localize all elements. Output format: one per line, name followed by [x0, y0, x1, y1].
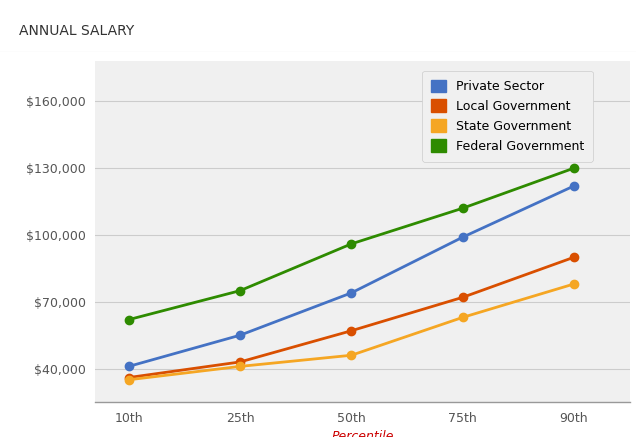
Local Government: [237, 359, 244, 364]
Local Government: [125, 375, 132, 380]
Local Government: [459, 295, 467, 300]
Federal Government: [459, 205, 467, 211]
Local Government: [347, 328, 355, 333]
Private Sector: [237, 333, 244, 338]
State Government: [459, 315, 467, 320]
Legend: Private Sector, Local Government, State Government, Federal Government: Private Sector, Local Government, State …: [422, 71, 593, 162]
Federal Government: [125, 317, 132, 322]
Text: ANNUAL SALARY: ANNUAL SALARY: [19, 24, 134, 38]
Line: State Government: State Government: [125, 280, 578, 384]
State Government: [125, 377, 132, 382]
State Government: [347, 353, 355, 358]
Line: Federal Government: Federal Government: [125, 164, 578, 324]
Federal Government: [570, 166, 578, 171]
Line: Private Sector: Private Sector: [125, 182, 578, 371]
Private Sector: [570, 183, 578, 188]
Private Sector: [125, 364, 132, 369]
Line: Local Government: Local Government: [125, 253, 578, 382]
Private Sector: [459, 235, 467, 240]
State Government: [237, 364, 244, 369]
Federal Government: [237, 288, 244, 293]
Federal Government: [347, 241, 355, 246]
X-axis label: Percentile: Percentile: [331, 430, 394, 437]
Local Government: [570, 255, 578, 260]
State Government: [570, 281, 578, 287]
Private Sector: [347, 290, 355, 295]
